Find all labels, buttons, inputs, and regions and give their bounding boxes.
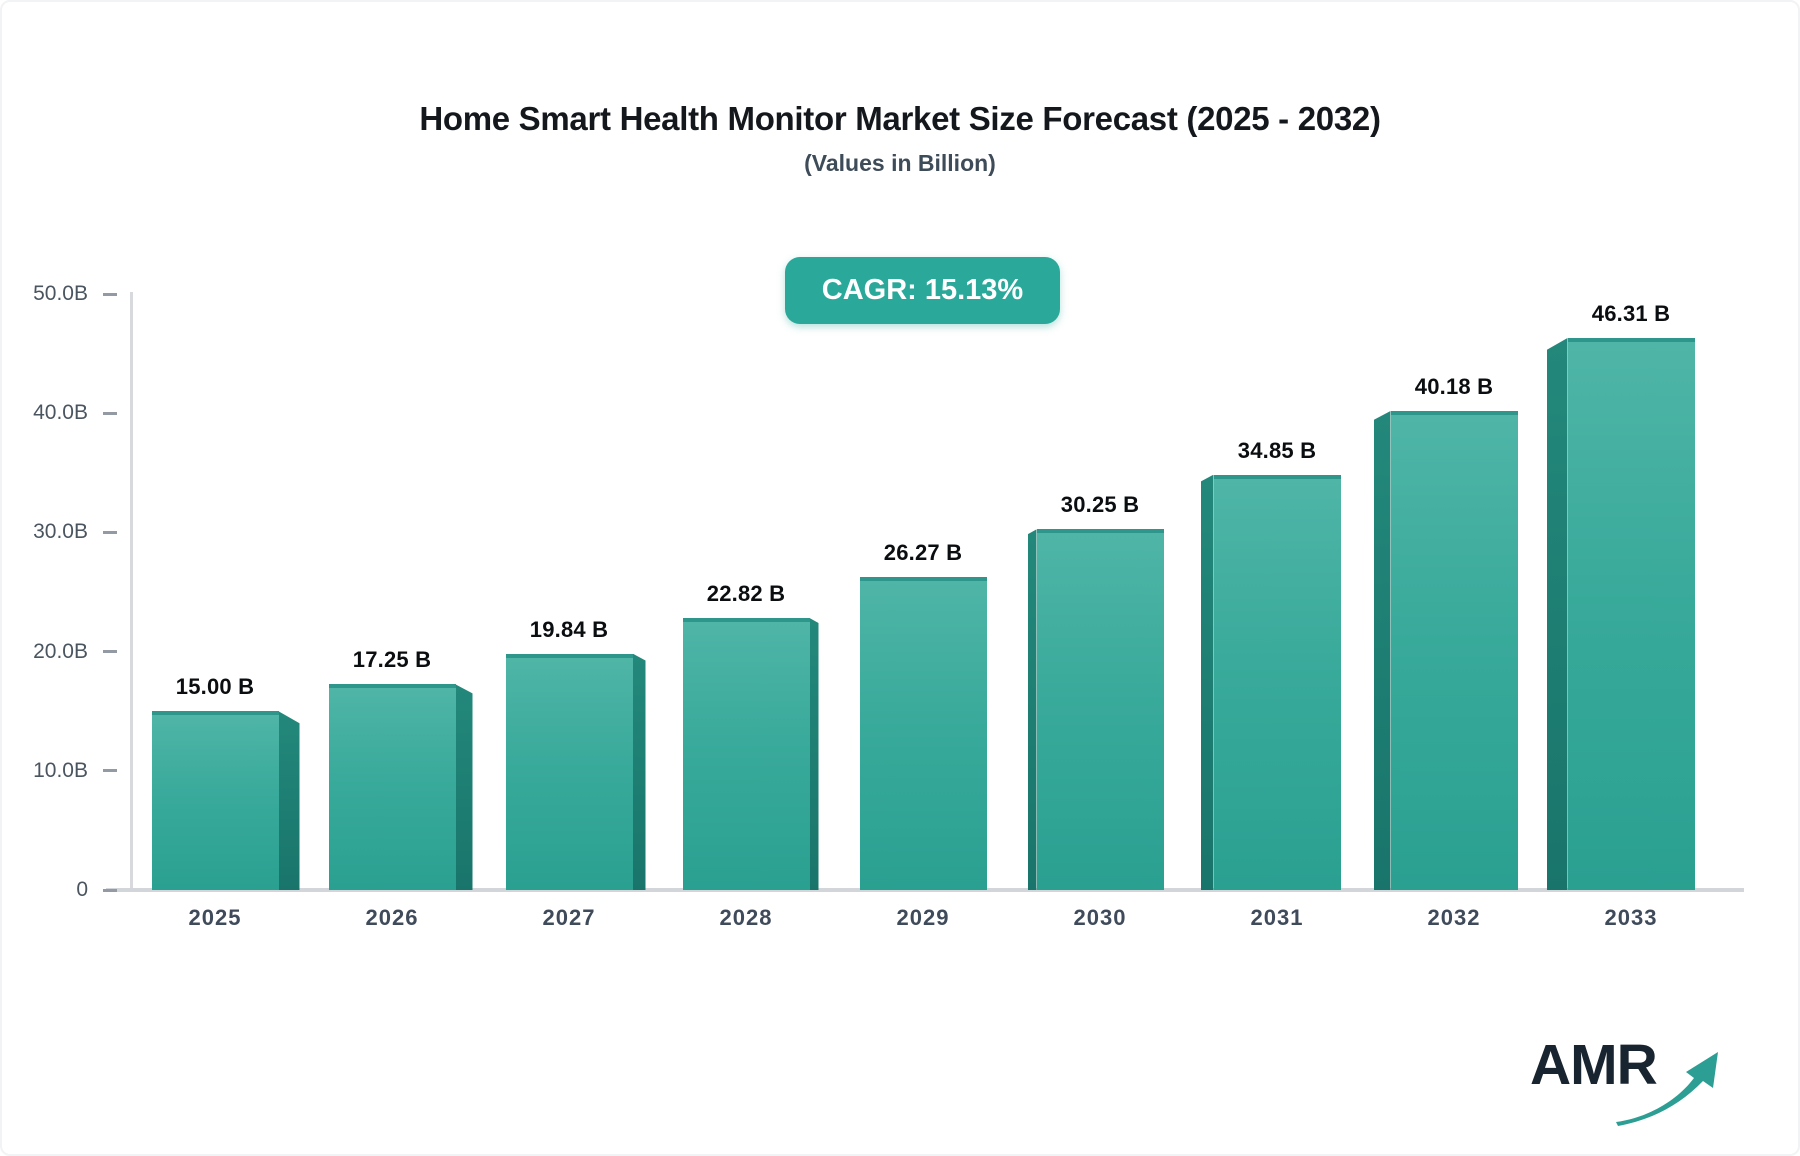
x-axis-label: 2029: [896, 905, 950, 930]
bar-value-label: 19.84 B: [529, 616, 609, 642]
bar-side-face-2026: [455, 684, 473, 890]
bar-side-face-2031: [1200, 474, 1214, 890]
y-axis-tick: [103, 650, 117, 654]
bar-2025: [151, 711, 279, 890]
amr-logo-text: AMR: [1530, 1033, 1658, 1097]
y-axis-label: 10.0B: [33, 758, 88, 782]
chart-title: Home Smart Health Monitor Market Size Fo…: [419, 100, 1381, 137]
bar-value-label: 46.31 B: [1591, 300, 1671, 326]
x-axis-label: 2027: [542, 905, 596, 930]
y-axis-tick: [103, 411, 117, 415]
bar-value-label: 15.00 B: [175, 674, 255, 700]
y-axis-tick: [103, 769, 117, 773]
bar-2032: [1390, 411, 1518, 890]
growth-arrow-icon: [1616, 1052, 1718, 1126]
y-axis-tick: [103, 530, 117, 534]
y-axis-label: 20.0B: [33, 639, 88, 663]
bar-value-label: 22.82 B: [706, 580, 786, 606]
bar-side-face-2030: [1027, 529, 1037, 890]
bar-value-label: 30.25 B: [1060, 492, 1140, 518]
bar-2026: [328, 684, 456, 890]
bar-2031: [1213, 474, 1341, 890]
bar-2027: [505, 653, 633, 890]
x-axis-baseline: [106, 888, 1744, 892]
bar-value-label: 40.18 B: [1414, 374, 1494, 400]
bar-value-label: 17.25 B: [352, 647, 432, 673]
bar-2028: [682, 617, 810, 890]
x-axis-label: 2031: [1250, 905, 1304, 930]
y-axis-label: 30.0B: [33, 520, 88, 544]
bar-side-face-2032: [1373, 411, 1391, 890]
bar-side-face-2028: [809, 617, 819, 890]
y-axis-label: 50.0B: [33, 282, 88, 305]
x-axis-label: 2032: [1427, 905, 1481, 930]
bar-2029: [859, 576, 987, 890]
chart-subtitle: (Values in Billion): [804, 150, 996, 176]
y-axis-line: [130, 292, 133, 890]
bar-side-face-2027: [632, 653, 646, 890]
bar-2030: [1036, 529, 1164, 890]
bar-2033: [1567, 337, 1695, 890]
bar-side-face-2025: [278, 711, 300, 890]
y-axis-label: 0: [76, 878, 88, 901]
bar-value-label: 34.85 B: [1237, 437, 1317, 463]
bar-value-label: 26.27 B: [883, 539, 963, 565]
x-axis-label: 2028: [719, 905, 773, 930]
y-axis-tick: [103, 888, 117, 892]
x-axis-label: 2025: [188, 905, 242, 930]
y-axis-label: 40.0B: [33, 401, 88, 425]
x-axis-label: 2033: [1604, 905, 1658, 930]
x-axis-label: 2030: [1073, 905, 1127, 930]
x-axis-label: 2026: [365, 905, 419, 930]
amr-logo: AMR: [1530, 1026, 1720, 1126]
cagr-badge: CAGR: 15.13%: [785, 257, 1060, 324]
bar-side-face-2033: [1546, 337, 1568, 890]
y-axis-tick: [103, 292, 117, 296]
